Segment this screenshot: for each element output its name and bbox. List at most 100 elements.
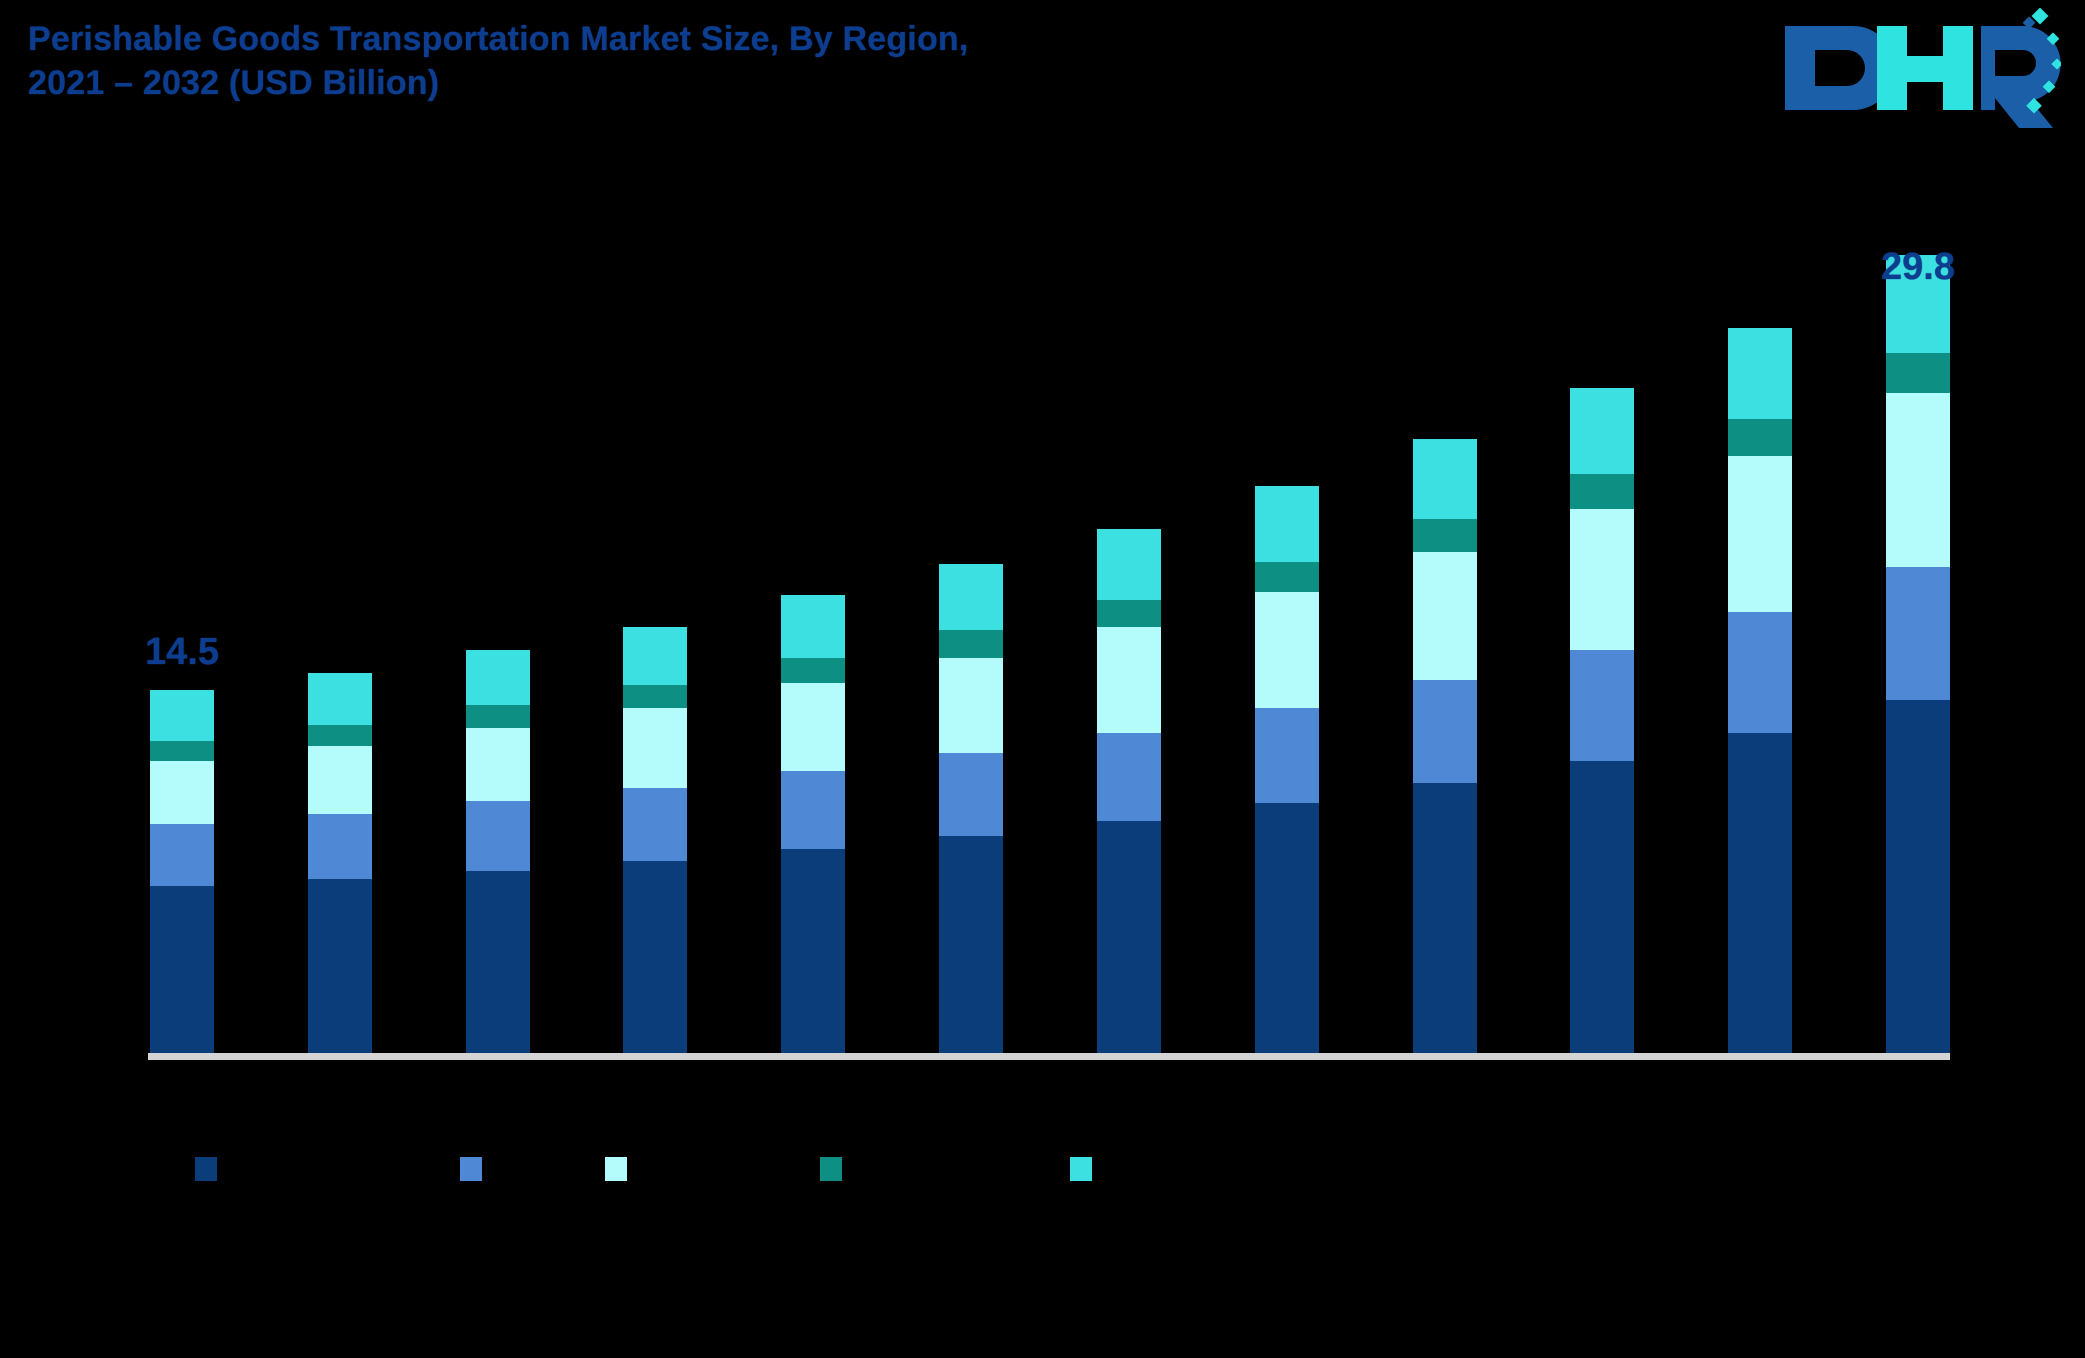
bar-segment[interactable] — [1254, 592, 1319, 708]
bar-stack[interactable] — [1412, 438, 1477, 1055]
bar-group[interactable] — [307, 250, 372, 1055]
bar-segment[interactable] — [1412, 519, 1477, 552]
legend-item[interactable]: Latin America — [820, 1155, 997, 1183]
legend-swatch-icon — [605, 1157, 627, 1181]
x-axis-tick-label: 2031 — [1733, 1066, 1787, 1093]
bar-segment[interactable] — [150, 823, 214, 887]
bar-segment[interactable] — [781, 657, 846, 683]
bar-segment[interactable] — [1254, 486, 1319, 562]
x-axis-tick-label: 2027 — [1102, 1066, 1156, 1093]
bars-layer: 14.5 29.8 — [145, 246, 1955, 1055]
bar-group[interactable] — [781, 250, 846, 1055]
legend-item[interactable]: Europe — [460, 1155, 569, 1183]
bar-segment[interactable] — [1728, 733, 1793, 1055]
bar-segment[interactable] — [939, 629, 1004, 658]
bar-segment[interactable] — [1096, 627, 1161, 733]
bar-segment[interactable] — [939, 564, 1004, 630]
legend-swatch-icon — [1070, 1157, 1092, 1181]
bar-segment[interactable] — [150, 740, 214, 761]
bar-group[interactable] — [465, 250, 530, 1055]
bar-segment[interactable] — [1096, 821, 1161, 1055]
bar-segment[interactable] — [307, 745, 372, 814]
bar-segment[interactable] — [623, 861, 688, 1055]
bar-segment[interactable] — [1254, 561, 1319, 593]
bar-segment[interactable] — [150, 886, 214, 1055]
bar-segment[interactable] — [1886, 566, 1950, 701]
bar-segment[interactable] — [1570, 473, 1635, 510]
bar-segment[interactable] — [1254, 707, 1319, 804]
bar-segment[interactable] — [1096, 733, 1161, 822]
bar-segment[interactable] — [623, 788, 688, 862]
bar-segment[interactable] — [1728, 327, 1793, 419]
bar-group[interactable] — [1728, 250, 1793, 1055]
bar-segment[interactable] — [465, 727, 530, 801]
bar-segment[interactable] — [307, 813, 372, 879]
bar-segment[interactable] — [1570, 760, 1635, 1055]
bar-segment[interactable] — [465, 871, 530, 1055]
bar-segment[interactable] — [1570, 509, 1635, 650]
bar-segment[interactable] — [150, 760, 214, 824]
legend-item[interactable]: Asia Pacific — [605, 1155, 761, 1183]
bar-segment[interactable] — [1570, 649, 1635, 761]
bar-segment[interactable] — [1728, 612, 1793, 733]
bar-segment[interactable] — [150, 690, 214, 741]
bar-segment[interactable] — [307, 725, 372, 746]
bar-segment[interactable] — [1728, 456, 1793, 613]
bar-segment[interactable] — [1886, 393, 1950, 567]
bar-stack[interactable] — [150, 690, 214, 1055]
bar-segment[interactable] — [1886, 700, 1950, 1055]
bar-group[interactable] — [1096, 250, 1161, 1055]
bar-stack[interactable] — [1096, 529, 1161, 1055]
bar-segment[interactable] — [1886, 255, 1950, 354]
bar-segment[interactable] — [939, 657, 1004, 754]
bar-stack[interactable] — [465, 649, 530, 1055]
bar-segment[interactable] — [1886, 353, 1950, 394]
bar-segment[interactable] — [623, 707, 688, 789]
bar-segment[interactable] — [1412, 551, 1477, 681]
bar-segment[interactable] — [623, 685, 688, 708]
bar-segment[interactable] — [939, 836, 1004, 1055]
bar-segment[interactable] — [781, 770, 846, 849]
x-axis-tick-label: 2026 — [944, 1066, 998, 1093]
bar-stack[interactable] — [1570, 388, 1635, 1055]
bar-stack[interactable] — [1886, 255, 1950, 1055]
bar-segment[interactable] — [465, 705, 530, 728]
bar-group[interactable] — [1412, 250, 1477, 1055]
x-axis-tick-label: 2024 — [628, 1066, 683, 1093]
bar-segment[interactable] — [623, 627, 688, 686]
bar-segment[interactable] — [781, 594, 846, 658]
bar-segment[interactable] — [1412, 680, 1477, 784]
bar-segment[interactable] — [307, 878, 372, 1055]
bar-segment[interactable] — [307, 672, 372, 726]
legend-item[interactable]: North America — [195, 1155, 379, 1183]
bar-segment[interactable] — [465, 800, 530, 872]
bar-group[interactable] — [1570, 250, 1635, 1055]
bar-stack[interactable] — [623, 627, 688, 1055]
bar-group[interactable] — [939, 250, 1004, 1055]
bar-segment[interactable] — [1412, 783, 1477, 1055]
bar-segment[interactable] — [781, 682, 846, 771]
bar-segment[interactable] — [939, 753, 1004, 837]
bar-stack[interactable] — [1254, 486, 1319, 1055]
bar-segment[interactable] — [1096, 529, 1161, 600]
bar-stack[interactable] — [1728, 327, 1793, 1055]
bar-segment[interactable] — [1412, 438, 1477, 520]
bar-group[interactable]: 29.8 — [1881, 246, 1955, 1055]
chart-title: Perishable Goods Transportation Market S… — [28, 20, 969, 102]
legend-item[interactable]: MEA — [1070, 1155, 1154, 1183]
bar-segment[interactable] — [1254, 803, 1319, 1055]
bar-group[interactable] — [623, 250, 688, 1055]
bar-segment[interactable] — [465, 649, 530, 706]
legend-label: North America — [227, 1155, 380, 1182]
bar-segment[interactable] — [1570, 388, 1635, 474]
bar-segment[interactable] — [1728, 418, 1793, 457]
bar-stack[interactable] — [307, 672, 372, 1055]
bar-segment[interactable] — [1096, 599, 1161, 628]
bar-group[interactable] — [1254, 250, 1319, 1055]
x-axis-tick-label: 2023 — [470, 1066, 525, 1093]
bar-segment[interactable] — [781, 848, 846, 1055]
bar-group[interactable]: 14.5 — [145, 250, 219, 1055]
bar-stack[interactable] — [781, 594, 846, 1055]
bar-stack[interactable] — [939, 564, 1004, 1055]
x-axis-tick-label: 2032 — [1891, 1066, 1945, 1093]
